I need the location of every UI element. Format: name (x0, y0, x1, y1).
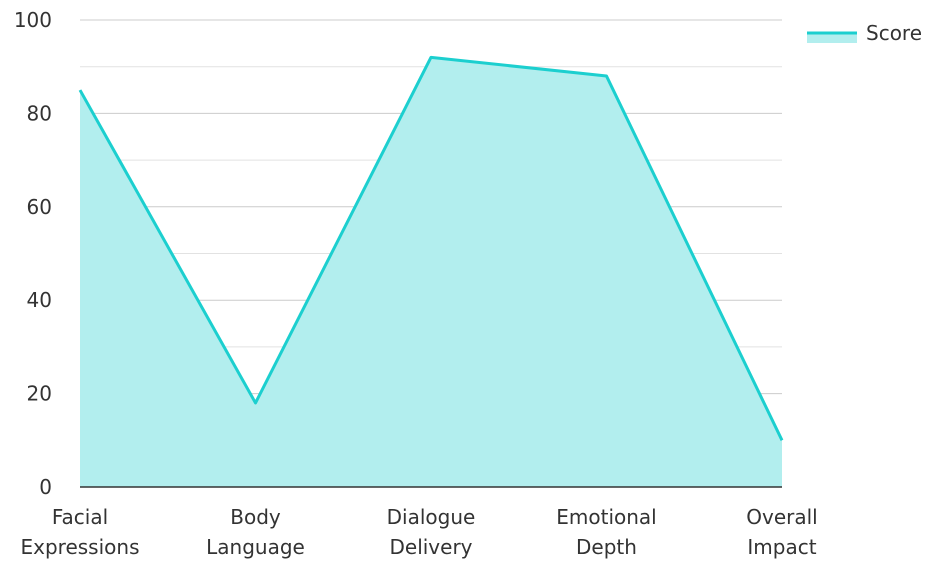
plot-area (78, 55, 784, 488)
x-tick-label-line: Overall (746, 505, 817, 529)
area-fill (80, 57, 782, 488)
x-tick-label-line: Impact (747, 535, 816, 559)
y-tick-label: 100 (14, 8, 52, 32)
legend: Score (807, 21, 922, 45)
x-tick-label: Dialogue Delivery (387, 505, 476, 559)
y-tick-label: 20 (27, 382, 52, 406)
x-tick-label-line: Body (230, 505, 281, 529)
x-tick-label: Facial Expressions (21, 505, 140, 559)
x-tick-label-line: Facial (52, 505, 108, 529)
x-tick-label-line: Depth (576, 535, 637, 559)
y-tick-label: 80 (27, 101, 52, 125)
x-tick-label-line: Expressions (21, 535, 140, 559)
x-tick-label: Emotional Depth (556, 505, 656, 559)
x-tick-label: Body Language (206, 505, 305, 559)
x-tick-label-line: Language (206, 535, 305, 559)
x-tick-label: Overall Impact (746, 505, 817, 559)
legend-label: Score (866, 21, 922, 45)
x-tick-label-line: Delivery (389, 535, 472, 559)
legend-swatch-fill (807, 33, 857, 43)
axes: 0 20 40 60 80 100 Facial Expressions Body Languag… (14, 8, 818, 559)
x-tick-label-line: Emotional (556, 505, 656, 529)
x-tick-label-line: Dialogue (387, 505, 476, 529)
y-tick-label: 0 (39, 475, 52, 499)
y-tick-label: 60 (27, 195, 52, 219)
y-tick-label: 40 (27, 288, 52, 312)
